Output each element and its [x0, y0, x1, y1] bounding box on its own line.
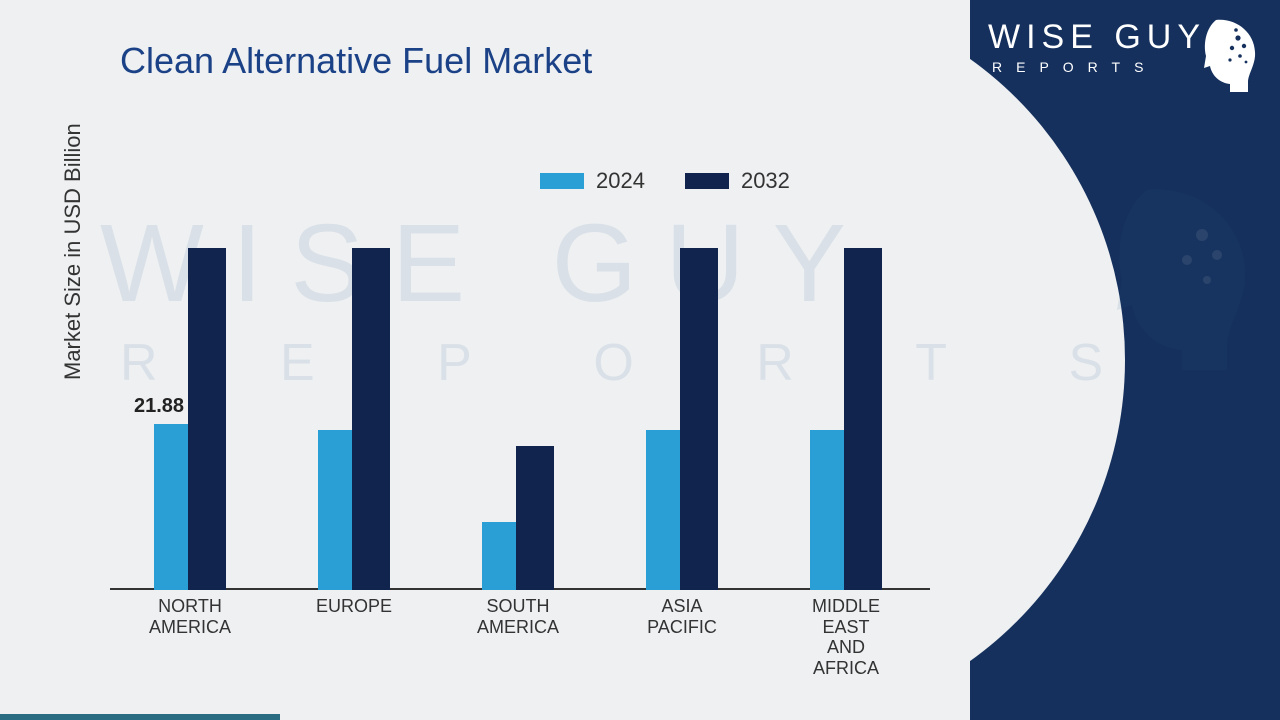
brand-logo: WISE GUY REPORTS: [988, 18, 1258, 75]
y-axis-label: Market Size in USD Billion: [60, 123, 86, 380]
legend-label-2024: 2024: [596, 168, 645, 194]
bar: [844, 248, 882, 590]
bar-group: [602, 210, 762, 590]
bar: [318, 430, 356, 590]
bar-group: [766, 210, 926, 590]
bar: [188, 248, 226, 590]
bar-group: [438, 210, 598, 590]
bar: [810, 430, 848, 590]
legend-swatch-2032: [685, 173, 729, 189]
x-axis-category-label: EUROPE: [274, 596, 434, 617]
x-axis-category-label: MIDDLEEASTANDAFRICA: [766, 596, 926, 679]
bar: [680, 248, 718, 590]
legend: 2024 2032: [540, 168, 790, 194]
legend-label-2032: 2032: [741, 168, 790, 194]
bar: [516, 446, 554, 590]
x-axis-labels: NORTHAMERICAEUROPESOUTHAMERICAASIAPACIFI…: [110, 596, 930, 716]
x-axis-category-label: NORTHAMERICA: [110, 596, 270, 637]
logo-head-icon: [1192, 16, 1264, 96]
bar-value-label: 21.88: [134, 395, 184, 418]
decorative-bottom-bar: [0, 714, 280, 720]
legend-item-2032: 2032: [685, 168, 790, 194]
bar: [646, 430, 684, 590]
x-axis-category-label: ASIAPACIFIC: [602, 596, 762, 637]
chart-title: Clean Alternative Fuel Market: [120, 40, 592, 82]
bar-group: [274, 210, 434, 590]
x-axis-category-label: SOUTHAMERICA: [438, 596, 598, 637]
bar: [482, 522, 520, 590]
bar: [154, 424, 192, 590]
legend-swatch-2024: [540, 173, 584, 189]
legend-item-2024: 2024: [540, 168, 645, 194]
bar: [352, 248, 390, 590]
chart-plot-area: 21.88: [110, 210, 930, 590]
